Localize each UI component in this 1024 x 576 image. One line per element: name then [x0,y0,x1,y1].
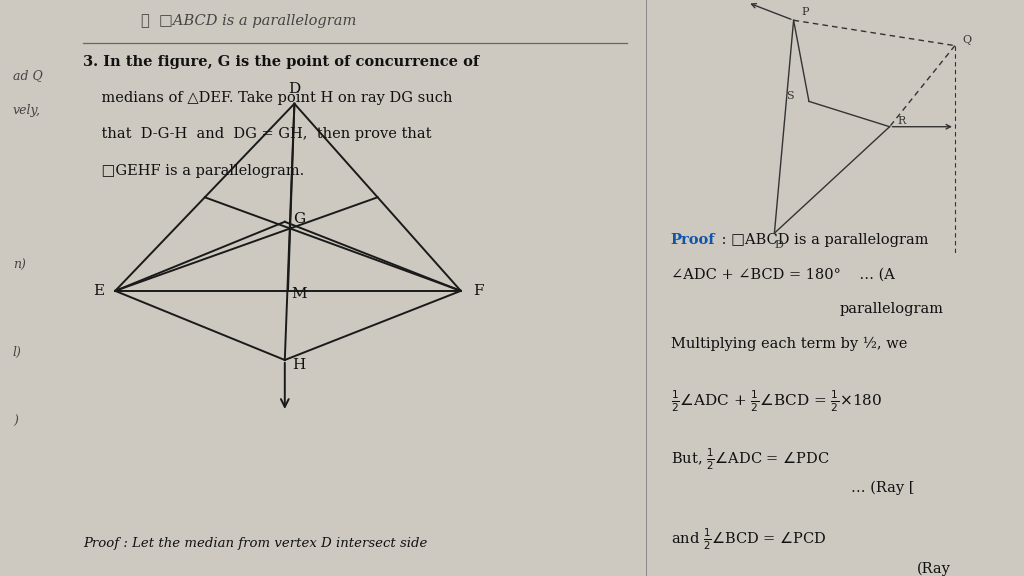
Text: and $\frac{1}{2}\angle$BCD = $\angle$PCD: and $\frac{1}{2}\angle$BCD = $\angle$PCD [671,527,826,552]
Text: ∠ADC + ∠BCD = 180°    … (A: ∠ADC + ∠BCD = 180° … (A [671,268,895,282]
Text: Q: Q [963,35,972,45]
Text: M: M [291,287,307,301]
Text: ∴  □ABCD is a parallelogram: ∴ □ABCD is a parallelogram [141,14,356,28]
Text: l): l) [12,346,22,359]
Text: H: H [292,358,305,372]
Text: ): ) [12,415,17,428]
Text: ad Q: ad Q [12,69,43,82]
Text: medians of △DEF. Take point H on ray DG such: medians of △DEF. Take point H on ray DG … [83,91,453,105]
Text: (Ray: (Ray [916,562,950,576]
Text: Multiplying each term by ½, we: Multiplying each term by ½, we [671,337,907,351]
Text: vely,: vely, [12,104,41,117]
Text: Proof: Proof [671,233,716,247]
Text: $\frac{1}{2}$$\angle$ADC + $\frac{1}{2}$$\angle$BCD = $\frac{1}{2}$$\times$180: $\frac{1}{2}$$\angle$ADC + $\frac{1}{2}$… [671,389,882,414]
Text: D: D [774,240,783,251]
Text: E: E [93,284,104,298]
Text: : □ABCD is a parallelogram: : □ABCD is a parallelogram [717,233,929,247]
Text: parallelogram: parallelogram [840,302,944,316]
Text: P: P [801,7,809,17]
Text: R: R [897,116,905,126]
Text: D: D [289,82,300,96]
Text: But, $\frac{1}{2}\angle$ADC = $\angle$PDC: But, $\frac{1}{2}\angle$ADC = $\angle$PD… [671,446,829,472]
Text: F: F [473,284,484,298]
Text: G: G [293,212,305,226]
Text: that  D-G-H  and  DG = GH,  then prove that: that D-G-H and DG = GH, then prove that [83,127,432,141]
Text: S: S [786,91,794,101]
Text: □GEHF is a parallelogram.: □GEHF is a parallelogram. [83,164,304,177]
Text: … (Ray [: … (Ray [ [851,481,914,495]
Text: n): n) [12,259,26,272]
Text: 3. In the figure, G is the point of concurrence of: 3. In the figure, G is the point of conc… [83,55,479,69]
Text: Proof : Let the median from vertex D intersect side: Proof : Let the median from vertex D int… [83,537,428,550]
